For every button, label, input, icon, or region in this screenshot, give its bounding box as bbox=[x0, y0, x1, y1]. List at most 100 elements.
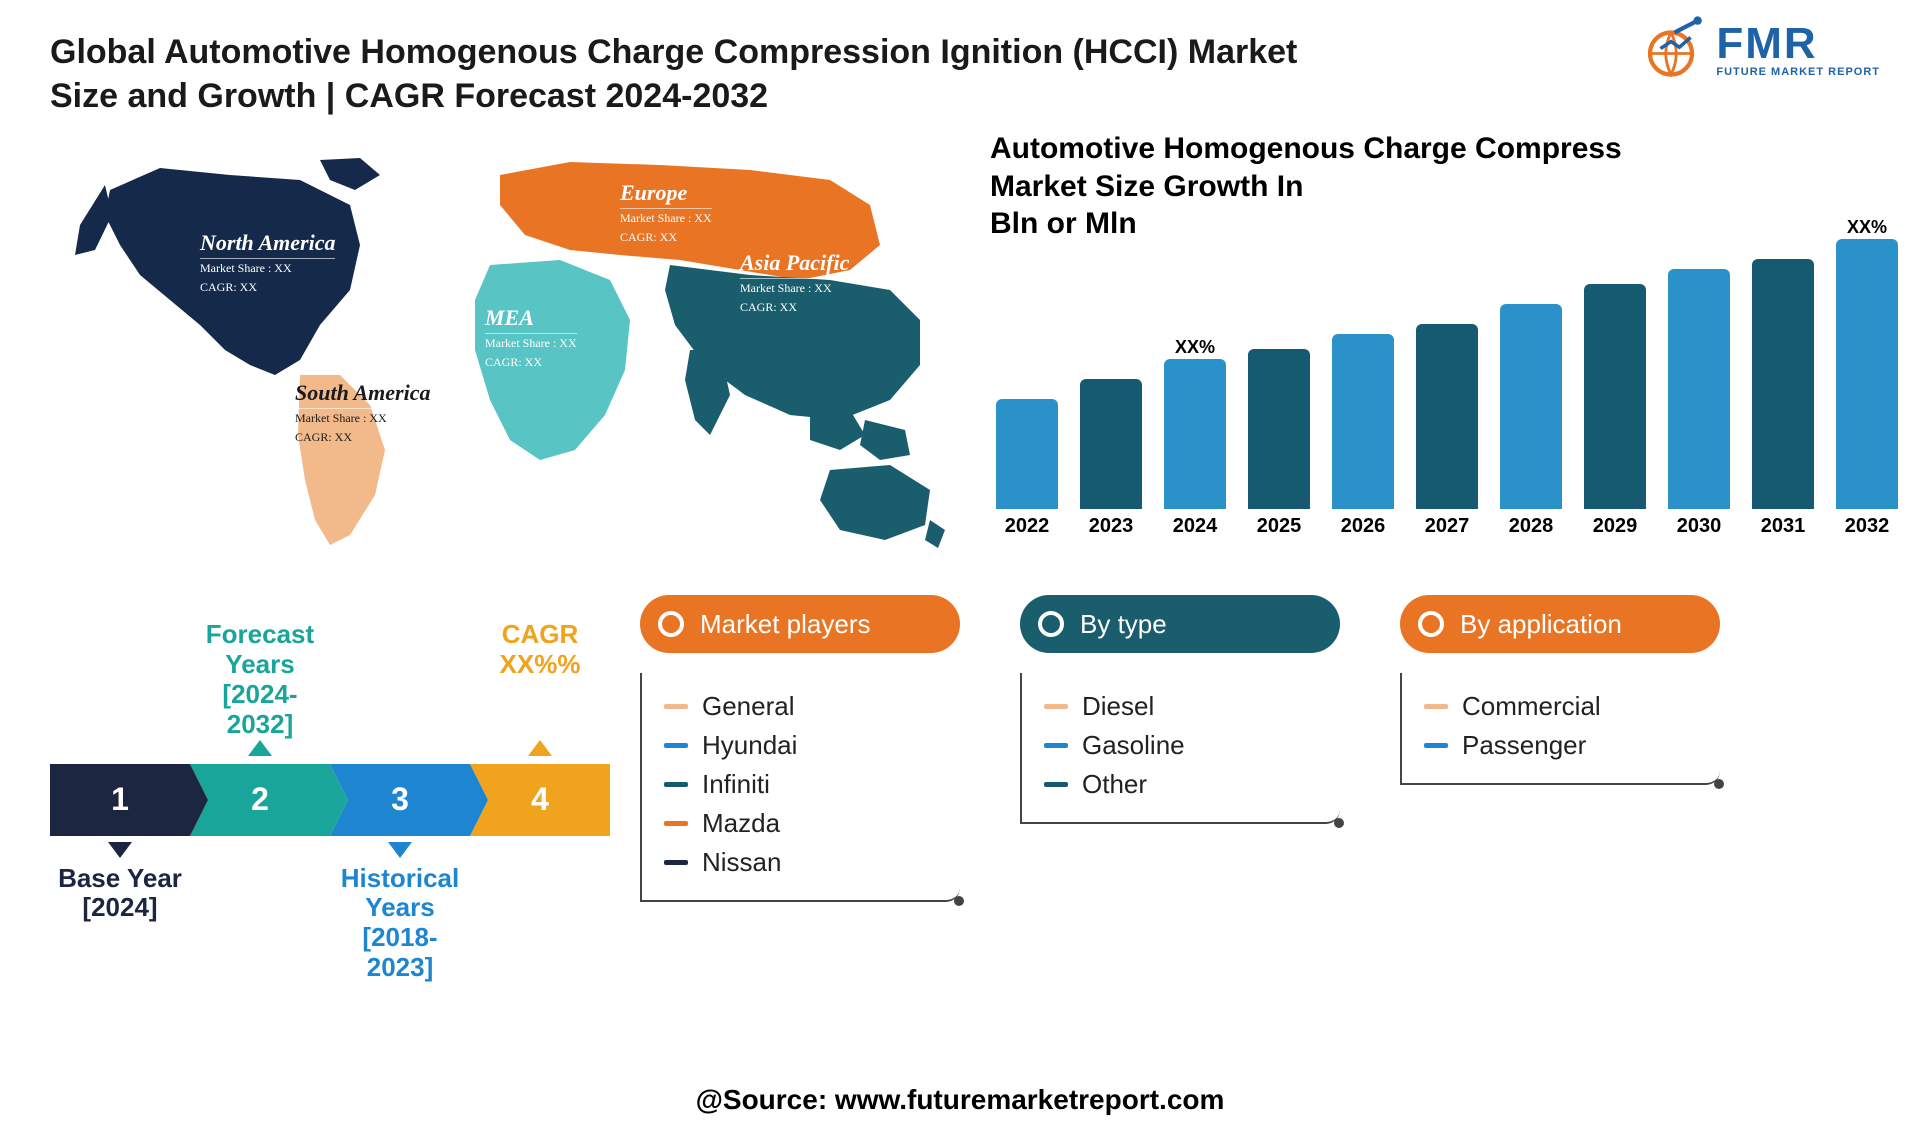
timeline-segment-2: 2 bbox=[190, 764, 330, 836]
bar-chart: Automotive Homogenous Charge Compress Ma… bbox=[990, 130, 1920, 538]
bars-container: 20222023XX%20242025202620272028202920302… bbox=[990, 258, 1920, 538]
dash-icon bbox=[664, 743, 688, 748]
category-list: Commercial Passenger bbox=[1400, 673, 1720, 785]
bar-group-2028: 2028 bbox=[1494, 304, 1568, 538]
bar bbox=[1500, 304, 1562, 509]
bar-year-label: 2025 bbox=[1257, 515, 1302, 538]
region-label-mea: MEA Market Share : XX CAGR: XX bbox=[485, 305, 577, 370]
region-label-ap: Asia PacificMarket Share : XXCAGR: XX bbox=[740, 250, 849, 315]
dash-icon bbox=[1044, 782, 1068, 787]
bar bbox=[1332, 334, 1394, 509]
title-line-1: Global Automotive Homogenous Charge Comp… bbox=[50, 30, 1297, 74]
region-name: MEA bbox=[485, 305, 577, 331]
region-share: Market Share : XX bbox=[485, 333, 577, 351]
dash-icon bbox=[664, 821, 688, 826]
bar-year-label: 2030 bbox=[1677, 515, 1722, 538]
category-item-label: Passenger bbox=[1462, 730, 1586, 761]
dash-icon bbox=[1044, 704, 1068, 709]
bar-group-2027: 2027 bbox=[1410, 324, 1484, 538]
circle-icon bbox=[1418, 611, 1444, 637]
region-cagr: CAGR: XX bbox=[740, 298, 849, 315]
region-name: South America bbox=[295, 380, 431, 406]
bar bbox=[1248, 349, 1310, 509]
category-item-label: Commercial bbox=[1462, 691, 1601, 722]
bar-group-2032: XX%2032 bbox=[1830, 239, 1904, 538]
category-list: GeneralHyundaiInfinitiMazdaNissan bbox=[640, 673, 960, 902]
category-list: Diesel Gasoline Other bbox=[1020, 673, 1340, 824]
bar bbox=[1752, 259, 1814, 509]
bar bbox=[1584, 284, 1646, 509]
category-item: General bbox=[664, 687, 960, 726]
region-share: Market Share : XX bbox=[200, 258, 335, 276]
arrow-down-icon bbox=[108, 842, 132, 858]
region-cagr: CAGR: XX bbox=[485, 353, 577, 370]
category-item: Infiniti bbox=[664, 765, 960, 804]
dash-icon bbox=[664, 860, 688, 865]
category-pill: Market players bbox=[640, 595, 960, 653]
category-item: Hyundai bbox=[664, 726, 960, 765]
category-item-label: Infiniti bbox=[702, 769, 770, 800]
category-item-label: Nissan bbox=[702, 847, 781, 878]
region-share: Market Share : XX bbox=[295, 408, 431, 426]
arrow-up-icon bbox=[528, 740, 552, 756]
category-title: By type bbox=[1080, 609, 1167, 640]
bar-year-label: 2028 bbox=[1509, 515, 1554, 538]
world-map: North AmericaMarket Share : XXCAGR: XXSo… bbox=[50, 150, 950, 550]
timeline: Forecast Years[2024-2032]CAGRXX%% 1234 B… bbox=[50, 620, 610, 983]
bar-group-2022: 2022 bbox=[990, 399, 1064, 538]
bar-group-2026: 2026 bbox=[1326, 334, 1400, 538]
region-share: Market Share : XX bbox=[620, 208, 712, 226]
logo-subtitle: FUTURE MARKET REPORT bbox=[1716, 66, 1880, 78]
title-line-2: Size and Growth | CAGR Forecast 2024-203… bbox=[50, 74, 1297, 118]
dash-icon bbox=[664, 704, 688, 709]
category-pill: By type bbox=[1020, 595, 1340, 653]
logo-text: FMR bbox=[1716, 22, 1880, 66]
category-item: Nissan bbox=[664, 843, 960, 882]
circle-icon bbox=[1038, 611, 1064, 637]
category-column: By type Diesel Gasoline Other bbox=[1020, 595, 1340, 902]
bar-year-label: 2022 bbox=[1005, 515, 1050, 538]
bar-annotation: XX% bbox=[1847, 217, 1887, 238]
bar bbox=[1080, 379, 1142, 509]
bar-group-2030: 2030 bbox=[1662, 269, 1736, 538]
timeline-label: CAGRXX%% bbox=[470, 620, 610, 740]
source-attribution: @Source: www.futuremarketreport.com bbox=[696, 1084, 1225, 1116]
category-item-label: Gasoline bbox=[1082, 730, 1185, 761]
bar-year-label: 2029 bbox=[1593, 515, 1638, 538]
bar-annotation: XX% bbox=[1175, 337, 1215, 358]
bar bbox=[996, 399, 1058, 509]
bar-year-label: 2032 bbox=[1845, 515, 1890, 538]
category-item: Other bbox=[1044, 765, 1340, 804]
dash-icon bbox=[1424, 743, 1448, 748]
region-cagr: CAGR: XX bbox=[295, 428, 431, 445]
category-item: Commercial bbox=[1424, 687, 1720, 726]
region-cagr: CAGR: XX bbox=[200, 278, 335, 295]
globe-icon bbox=[1636, 15, 1706, 85]
bar bbox=[1836, 239, 1898, 509]
chart-title-2: Market Size Growth In bbox=[990, 168, 1920, 206]
chart-title-1: Automotive Homogenous Charge Compress bbox=[990, 130, 1920, 168]
chart-title-3: Bln or Mln bbox=[990, 205, 1920, 243]
category-item-label: General bbox=[702, 691, 795, 722]
bar-group-2031: 2031 bbox=[1746, 259, 1820, 538]
bar-year-label: 2024 bbox=[1173, 515, 1218, 538]
bar-year-label: 2031 bbox=[1761, 515, 1806, 538]
category-item-label: Diesel bbox=[1082, 691, 1154, 722]
category-item: Gasoline bbox=[1044, 726, 1340, 765]
region-name: Asia Pacific bbox=[740, 250, 849, 276]
category-item-label: Hyundai bbox=[702, 730, 797, 761]
region-name: Europe bbox=[620, 180, 712, 206]
timeline-segment-4: 4 bbox=[470, 764, 610, 836]
bar bbox=[1416, 324, 1478, 509]
bar bbox=[1668, 269, 1730, 509]
region-label-na: North AmericaMarket Share : XXCAGR: XX bbox=[200, 230, 335, 295]
categories: Market playersGeneralHyundaiInfinitiMazd… bbox=[640, 595, 1720, 902]
category-title: Market players bbox=[700, 609, 871, 640]
category-pill: By application bbox=[1400, 595, 1720, 653]
timeline-label: Base Year[2024] bbox=[50, 864, 190, 984]
circle-icon bbox=[658, 611, 684, 637]
timeline-bar: 1234 bbox=[50, 764, 610, 836]
category-column: Market playersGeneralHyundaiInfinitiMazd… bbox=[640, 595, 960, 902]
category-item: Passenger bbox=[1424, 726, 1720, 765]
category-item: Diesel bbox=[1044, 687, 1340, 726]
